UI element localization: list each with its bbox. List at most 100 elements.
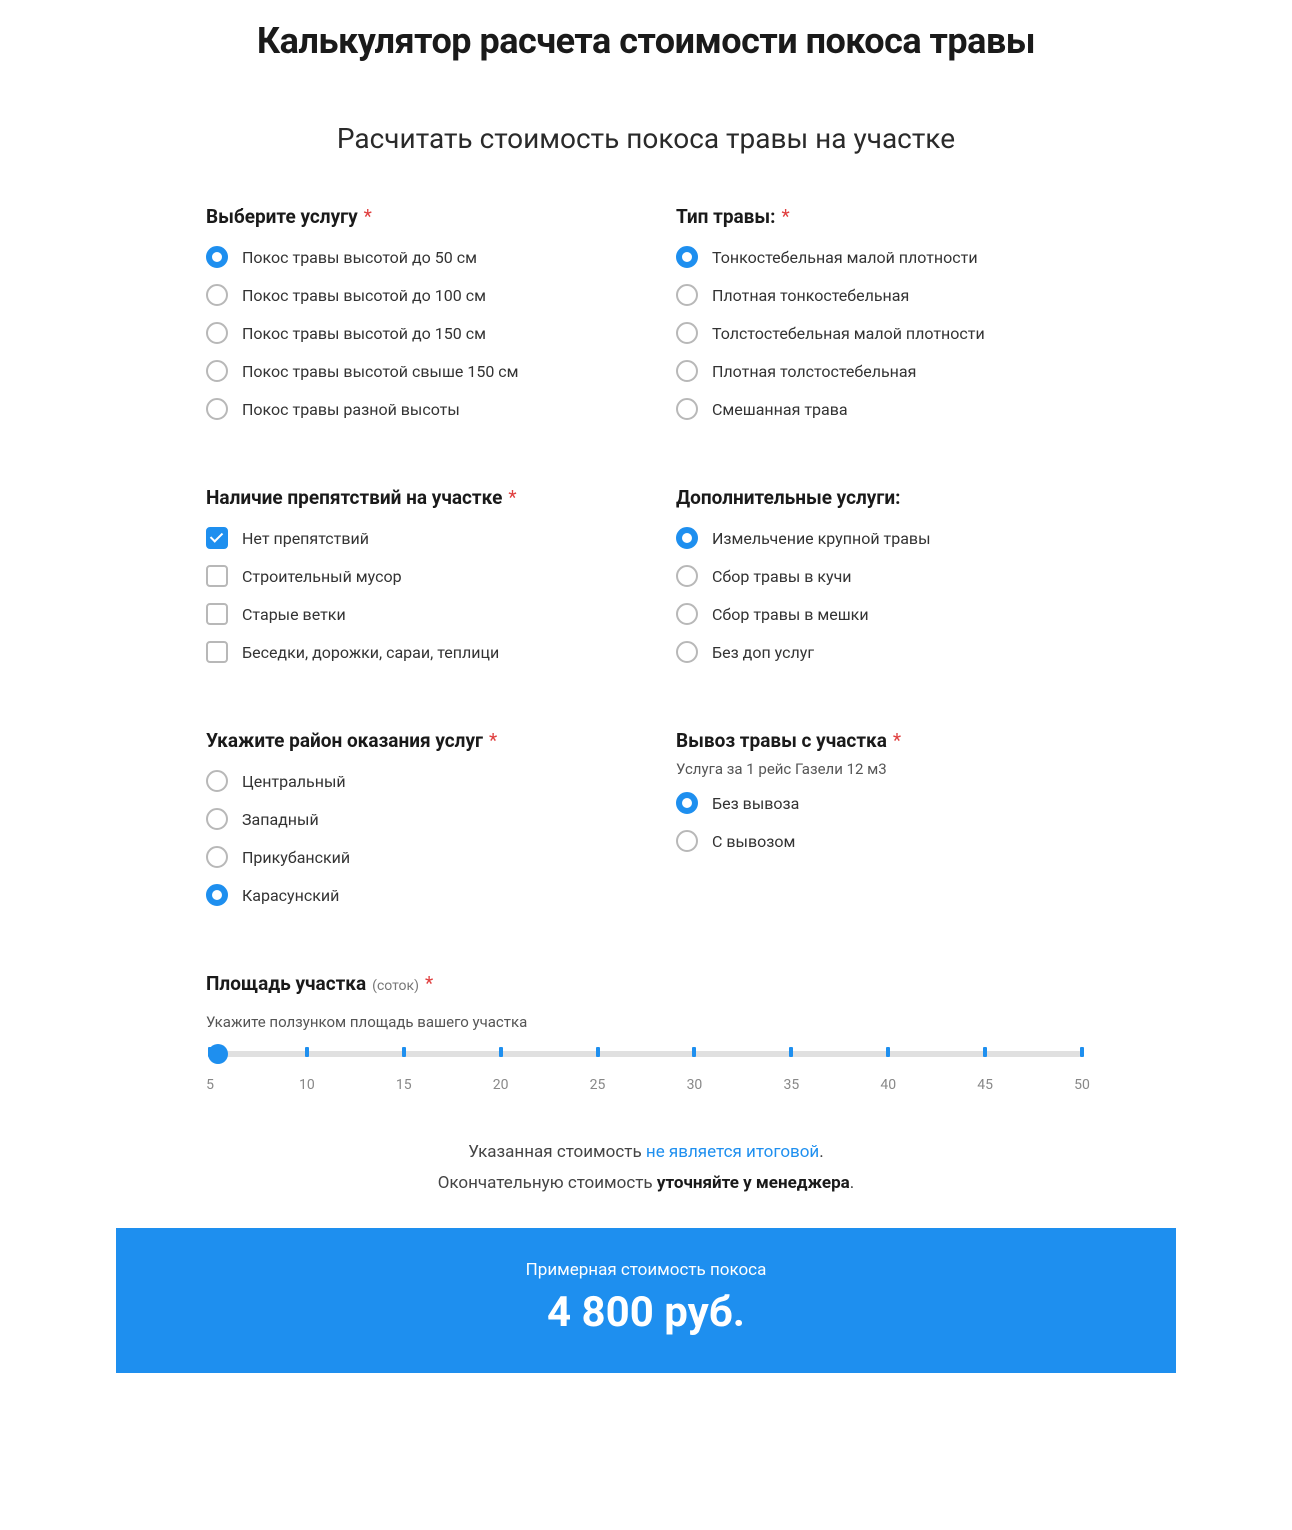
slider-labels: 5101520253035404550 [210, 1077, 1082, 1097]
checkbox-icon[interactable] [206, 527, 228, 549]
slider-tick [596, 1047, 600, 1057]
disclaimer-text: . [819, 1142, 823, 1162]
checkbox-icon[interactable] [206, 603, 228, 625]
required-mark: * [489, 729, 497, 752]
radio-icon[interactable] [676, 398, 698, 420]
grass_type-option[interactable]: Плотная тонкостебельная [676, 284, 1086, 306]
radio-icon[interactable] [676, 792, 698, 814]
obstacles-option[interactable]: Беседки, дорожки, сараи, теплици [206, 641, 616, 663]
checkbox-icon[interactable] [206, 641, 228, 663]
grass_type-option[interactable]: Толстостебельная малой плотности [676, 322, 1086, 344]
radio-icon[interactable] [676, 830, 698, 852]
radio-icon[interactable] [206, 398, 228, 420]
option-label: Без доп услуг [712, 643, 814, 662]
radio-icon[interactable] [676, 565, 698, 587]
radio-icon[interactable] [206, 770, 228, 792]
removal-sublabel: Услуга за 1 рейс Газели 12 м3 [676, 760, 1086, 778]
slider-tick [305, 1047, 309, 1057]
obstacles-option[interactable]: Старые ветки [206, 603, 616, 625]
disclaimer-text: . [850, 1173, 854, 1193]
radio-icon[interactable] [676, 641, 698, 663]
grass_type-option[interactable]: Плотная толстостебельная [676, 360, 1086, 382]
radio-icon[interactable] [206, 246, 228, 268]
option-label: Беседки, дорожки, сараи, теплици [242, 643, 499, 662]
service-option[interactable]: Покос травы высотой до 50 см [206, 246, 616, 268]
slider-tick-label: 5 [206, 1077, 214, 1093]
extras-option[interactable]: Без доп услуг [676, 641, 1086, 663]
extras-option[interactable]: Сбор травы в мешки [676, 603, 1086, 625]
radio-icon[interactable] [206, 360, 228, 382]
required-mark: * [782, 205, 790, 228]
slider-tick-label: 15 [396, 1077, 412, 1093]
slider-tick-label: 45 [977, 1077, 993, 1093]
removal-option[interactable]: Без вывоза [676, 792, 1086, 814]
radio-icon[interactable] [676, 360, 698, 382]
radio-icon[interactable] [676, 322, 698, 344]
obstacles-option[interactable]: Строительный мусор [206, 565, 616, 587]
grass_type-option[interactable]: Смешанная трава [676, 398, 1086, 420]
option-label: Прикубанский [242, 848, 350, 867]
service-option[interactable]: Покос травы высотой до 100 см [206, 284, 616, 306]
option-label: Покос травы разной высоты [242, 400, 460, 419]
service-option[interactable]: Покос травы разной высоты [206, 398, 616, 420]
service-option[interactable]: Покос травы высотой до 150 см [206, 322, 616, 344]
obstacles-option[interactable]: Нет препятствий [206, 527, 616, 549]
radio-icon[interactable] [676, 284, 698, 306]
option-label: Покос травы высотой до 150 см [242, 324, 486, 343]
slider-tick-label: 35 [783, 1077, 799, 1093]
radio-icon[interactable] [206, 808, 228, 830]
group-label-text: Укажите район оказания услуг [206, 729, 483, 752]
slider-tick [983, 1047, 987, 1057]
option-label: Покос травы высотой до 50 см [242, 248, 477, 267]
area-unit: (соток) [372, 978, 419, 994]
option-label: Покос травы высотой свыше 150 см [242, 362, 519, 381]
extras-option[interactable]: Измельчение крупной травы [676, 527, 1086, 549]
radio-icon[interactable] [206, 322, 228, 344]
service-option[interactable]: Покос травы высотой свыше 150 см [206, 360, 616, 382]
disclaimer-text: Указанная стоимость [468, 1142, 646, 1162]
option-label: Нет препятствий [242, 529, 369, 548]
radio-icon[interactable] [206, 284, 228, 306]
slider-tick [1080, 1047, 1084, 1057]
disclaimer-bold: уточняйте у менеджера [657, 1173, 850, 1193]
slider-tick [208, 1047, 212, 1057]
option-label: Смешанная трава [712, 400, 848, 419]
area-slider[interactable]: 5101520253035404550 [206, 1051, 1086, 1097]
district-option[interactable]: Центральный [206, 770, 616, 792]
radio-icon[interactable] [676, 246, 698, 268]
extras-option[interactable]: Сбор травы в кучи [676, 565, 1086, 587]
removal-option[interactable]: С вывозом [676, 830, 1086, 852]
option-label: Плотная тонкостебельная [712, 286, 909, 305]
slider-tick-label: 50 [1074, 1077, 1090, 1093]
grass-type-group: Тип травы:* Тонкостебельная малой плотнос… [676, 205, 1086, 436]
slider-ticks [210, 1055, 1082, 1063]
option-label: Тонкостебельная малой плотности [712, 248, 978, 267]
option-label: Толстостебельная малой плотности [712, 324, 985, 343]
radio-icon[interactable] [676, 603, 698, 625]
grass_type-option[interactable]: Тонкостебельная малой плотности [676, 246, 1086, 268]
district-option[interactable]: Карасунский [206, 884, 616, 906]
area-slider-group: Площадь участка (соток) * Укажите ползун… [206, 972, 1086, 1097]
radio-icon[interactable] [206, 846, 228, 868]
extras-label: Дополнительные услуги: [676, 486, 1086, 509]
radio-icon[interactable] [206, 884, 228, 906]
section-title: Расчитать стоимость покоса травы на учас… [0, 122, 1292, 155]
disclaimer-text: Окончательную стоимость [438, 1173, 657, 1193]
required-mark: * [425, 972, 433, 995]
disclaimer-highlight: не является итоговой [646, 1142, 819, 1162]
checkbox-icon[interactable] [206, 565, 228, 587]
slider-tick-label: 40 [880, 1077, 896, 1093]
required-mark: * [364, 205, 372, 228]
district-option[interactable]: Западный [206, 808, 616, 830]
option-label: Западный [242, 810, 319, 829]
grass_type-label: Тип травы:* [676, 205, 1086, 228]
radio-icon[interactable] [676, 527, 698, 549]
group-label-text: Выберите услугу [206, 205, 358, 228]
option-label: С вывозом [712, 832, 795, 851]
slider-tick [692, 1047, 696, 1057]
district-option[interactable]: Прикубанский [206, 846, 616, 868]
service-group: Выберите услугу * Покос травы высотой до 5… [206, 205, 616, 436]
slider-tick-label: 25 [590, 1077, 606, 1093]
required-mark: * [508, 486, 516, 509]
option-label: Измельчение крупной травы [712, 529, 930, 548]
